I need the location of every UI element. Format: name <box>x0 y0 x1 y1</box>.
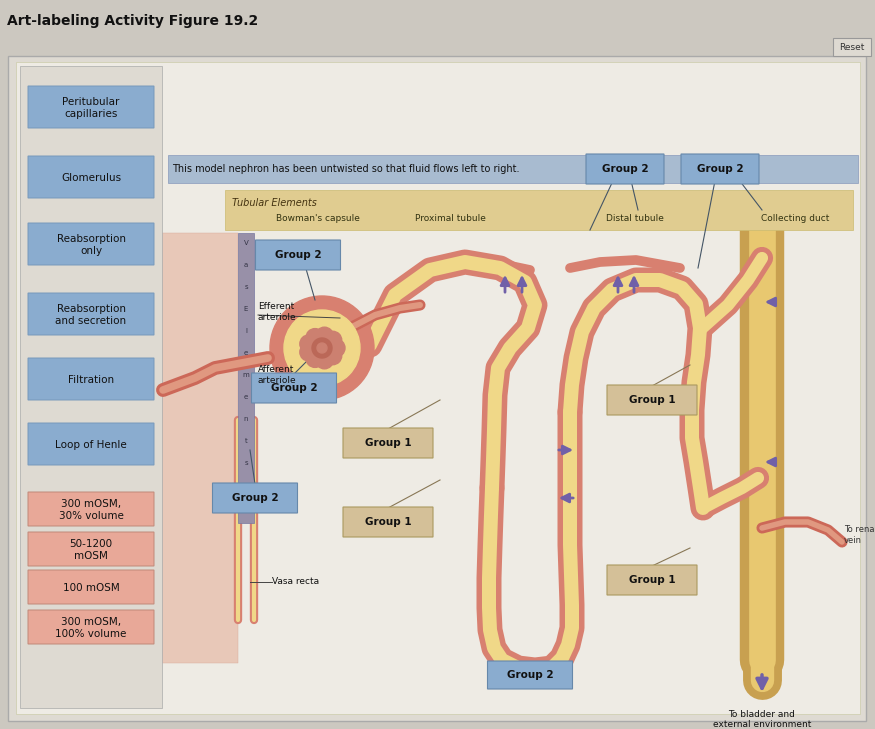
Text: Group 1: Group 1 <box>628 575 676 585</box>
Text: n: n <box>244 416 248 422</box>
Text: Glomerulus: Glomerulus <box>61 173 121 183</box>
Text: Reabsorption
and secretion: Reabsorption and secretion <box>55 304 127 326</box>
Text: Group 2: Group 2 <box>232 493 278 503</box>
FancyBboxPatch shape <box>28 358 154 400</box>
FancyBboxPatch shape <box>607 385 697 415</box>
Text: 300 mOSM,
30% volume: 300 mOSM, 30% volume <box>59 499 123 521</box>
Text: Vasa recta: Vasa recta <box>272 577 319 587</box>
Text: s: s <box>244 284 248 290</box>
Circle shape <box>306 349 324 367</box>
Text: Group 2: Group 2 <box>696 164 744 174</box>
Text: s: s <box>244 460 248 466</box>
Circle shape <box>317 343 327 353</box>
Text: Efferent
arteriole: Efferent arteriole <box>258 303 297 321</box>
FancyBboxPatch shape <box>16 62 860 714</box>
FancyBboxPatch shape <box>833 38 871 56</box>
FancyBboxPatch shape <box>681 154 759 184</box>
Circle shape <box>315 327 333 346</box>
Text: l: l <box>245 328 247 334</box>
Circle shape <box>324 347 342 364</box>
Text: E: E <box>244 306 248 312</box>
FancyBboxPatch shape <box>487 661 572 689</box>
Text: Reset: Reset <box>839 42 864 52</box>
Text: e: e <box>244 394 248 400</box>
Text: This model nephron has been untwisted so that fluid flows left to right.: This model nephron has been untwisted so… <box>172 164 520 174</box>
FancyBboxPatch shape <box>28 86 154 128</box>
Text: Distal tubule: Distal tubule <box>606 214 664 222</box>
Text: Loop of Henle: Loop of Henle <box>55 440 127 450</box>
Text: Group 1: Group 1 <box>365 438 411 448</box>
Circle shape <box>300 343 318 361</box>
FancyBboxPatch shape <box>28 423 154 465</box>
Text: Group 1: Group 1 <box>365 517 411 527</box>
Text: Collecting duct: Collecting duct <box>761 214 830 222</box>
FancyBboxPatch shape <box>28 492 154 526</box>
FancyBboxPatch shape <box>20 66 162 708</box>
FancyBboxPatch shape <box>28 532 154 566</box>
FancyBboxPatch shape <box>28 610 154 644</box>
Text: Proximal tubule: Proximal tubule <box>415 214 486 222</box>
Circle shape <box>315 351 333 369</box>
FancyBboxPatch shape <box>225 190 853 230</box>
Text: 300 mOSM,
100% volume: 300 mOSM, 100% volume <box>55 617 127 639</box>
Text: m: m <box>242 372 249 378</box>
FancyBboxPatch shape <box>28 156 154 198</box>
Text: Group 2: Group 2 <box>602 164 648 174</box>
FancyBboxPatch shape <box>162 233 238 663</box>
Text: Group 2: Group 2 <box>270 383 318 393</box>
FancyBboxPatch shape <box>238 233 254 523</box>
Text: V: V <box>243 240 248 246</box>
Text: Afferent
arteriole: Afferent arteriole <box>258 365 297 385</box>
FancyBboxPatch shape <box>8 56 866 721</box>
Text: Peritubular
capillaries: Peritubular capillaries <box>62 97 120 119</box>
FancyBboxPatch shape <box>343 507 433 537</box>
Text: Art-labeling Activity Figure 19.2: Art-labeling Activity Figure 19.2 <box>7 14 258 28</box>
Circle shape <box>300 335 318 353</box>
FancyBboxPatch shape <box>343 428 433 458</box>
Text: To bladder and
external environment: To bladder and external environment <box>713 710 811 729</box>
Text: Tubular Elements: Tubular Elements <box>232 198 317 208</box>
FancyBboxPatch shape <box>28 223 154 265</box>
Text: t: t <box>245 438 248 444</box>
FancyBboxPatch shape <box>251 373 337 403</box>
Circle shape <box>312 338 332 358</box>
Text: 100 mOSM: 100 mOSM <box>63 583 119 593</box>
Text: e: e <box>244 350 248 356</box>
Text: Filtration: Filtration <box>68 375 114 385</box>
Circle shape <box>306 329 324 346</box>
FancyBboxPatch shape <box>168 155 858 183</box>
FancyBboxPatch shape <box>607 565 697 595</box>
Text: Bowman's capsule: Bowman's capsule <box>276 214 360 222</box>
Text: 50-1200
mOSM: 50-1200 mOSM <box>69 539 113 561</box>
FancyBboxPatch shape <box>255 240 340 270</box>
Text: To renal
vein: To renal vein <box>844 526 875 545</box>
FancyBboxPatch shape <box>28 570 154 604</box>
Text: Group 1: Group 1 <box>628 395 676 405</box>
Circle shape <box>284 310 360 386</box>
Text: Group 2: Group 2 <box>275 250 321 260</box>
FancyBboxPatch shape <box>213 483 298 513</box>
FancyBboxPatch shape <box>586 154 664 184</box>
Text: Group 2: Group 2 <box>507 670 553 680</box>
Text: Reabsorption
only: Reabsorption only <box>57 234 125 256</box>
Circle shape <box>324 331 342 349</box>
Circle shape <box>327 339 345 357</box>
FancyBboxPatch shape <box>28 293 154 335</box>
Text: a: a <box>244 262 248 268</box>
Circle shape <box>270 296 374 400</box>
